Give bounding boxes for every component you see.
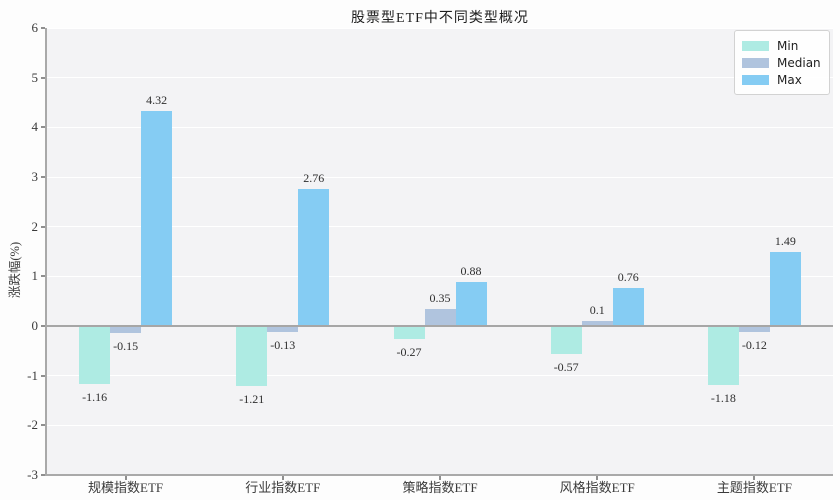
y-tick-mark — [41, 225, 45, 228]
legend-swatch-min — [742, 40, 769, 51]
y-tick-label: 0 — [31, 318, 39, 333]
value-label: -1.16 — [82, 389, 108, 404]
y-tick-label: 4 — [31, 119, 39, 135]
bar-max — [769, 251, 801, 326]
x-tick-label: 规模指数ETF — [88, 480, 164, 495]
gridline — [47, 126, 833, 128]
y-tick-mark — [41, 474, 45, 476]
y-tick-label: 2 — [31, 218, 39, 234]
x-tick-mark — [281, 476, 284, 480]
legend: Min Median Max — [734, 30, 830, 95]
x-tick-mark — [753, 476, 756, 480]
value-label: -1.18 — [710, 390, 736, 405]
y-tick-label: -2 — [27, 417, 38, 433]
legend-swatch-median — [742, 57, 769, 68]
y-tick-mark — [41, 27, 45, 29]
y-tick-mark — [41, 76, 45, 79]
bar-min — [79, 326, 111, 384]
legend-item: Median — [742, 54, 821, 71]
value-label: -1.21 — [239, 392, 265, 407]
value-label: -0.27 — [396, 345, 422, 360]
gridline — [47, 27, 833, 29]
y-tick-label: -1 — [27, 367, 38, 383]
x-tick-label: 风格指数ETF — [559, 480, 635, 495]
legend-label: Median — [777, 55, 821, 70]
gridline — [47, 176, 833, 178]
bar-max — [455, 282, 487, 326]
bar-median — [738, 326, 770, 332]
gridline — [47, 77, 833, 79]
bar-median — [110, 326, 142, 334]
y-tick-mark — [41, 424, 45, 427]
bar-min — [236, 326, 268, 387]
y-tick-mark — [41, 275, 45, 278]
legend-label: Min — [777, 38, 799, 53]
value-label: 4.32 — [146, 93, 168, 108]
bar-max — [141, 111, 173, 326]
bar-median — [267, 326, 299, 333]
legend-label: Max — [777, 72, 802, 87]
x-tick-label: 策略指数ETF — [402, 480, 478, 495]
y-tick-mark — [41, 176, 45, 178]
value-label: 0.1 — [589, 303, 605, 318]
y-axis-spine — [45, 28, 47, 476]
gridline — [47, 226, 833, 228]
legend-swatch-max — [742, 74, 769, 85]
bar-median — [581, 321, 613, 326]
bar-min — [393, 326, 425, 340]
value-label: 0.88 — [460, 264, 482, 279]
y-tick-label: -3 — [27, 467, 38, 482]
gridline — [47, 275, 833, 277]
x-axis-spine — [45, 474, 833, 476]
bar-max — [612, 288, 644, 326]
y-tick-label: 5 — [31, 69, 39, 85]
x-tick-mark — [124, 476, 127, 480]
bar-min — [707, 326, 739, 385]
bar-median — [424, 308, 456, 326]
y-tick-label: 3 — [31, 169, 39, 184]
value-label: -0.13 — [270, 338, 296, 353]
zero-line — [47, 325, 833, 327]
bar-max — [298, 188, 330, 326]
value-label: -0.15 — [113, 339, 139, 354]
y-tick-mark — [41, 126, 45, 129]
gridline — [47, 375, 833, 377]
y-tick-label: 6 — [31, 20, 39, 35]
x-tick-label: 主题指数ETF — [716, 480, 792, 495]
value-label: -0.12 — [741, 337, 767, 352]
value-label: 1.49 — [774, 233, 796, 248]
y-tick-mark — [41, 374, 45, 377]
value-label: -0.57 — [553, 360, 579, 375]
gridline — [47, 424, 833, 426]
x-tick-label: 行业指数ETF — [245, 480, 321, 495]
bar-min — [550, 326, 582, 355]
value-label: 0.35 — [429, 290, 451, 305]
x-tick-mark — [596, 476, 599, 480]
plot-area — [47, 27, 833, 475]
legend-item: Max — [742, 71, 821, 88]
y-tick-mark — [41, 325, 45, 327]
y-tick-label: 1 — [31, 268, 39, 284]
legend-item: Min — [742, 37, 821, 54]
chart-title: 股票型ETF中不同类型概况 — [351, 11, 529, 26]
value-label: 2.76 — [303, 170, 325, 185]
value-label: 0.76 — [617, 270, 639, 285]
x-tick-mark — [439, 476, 441, 480]
